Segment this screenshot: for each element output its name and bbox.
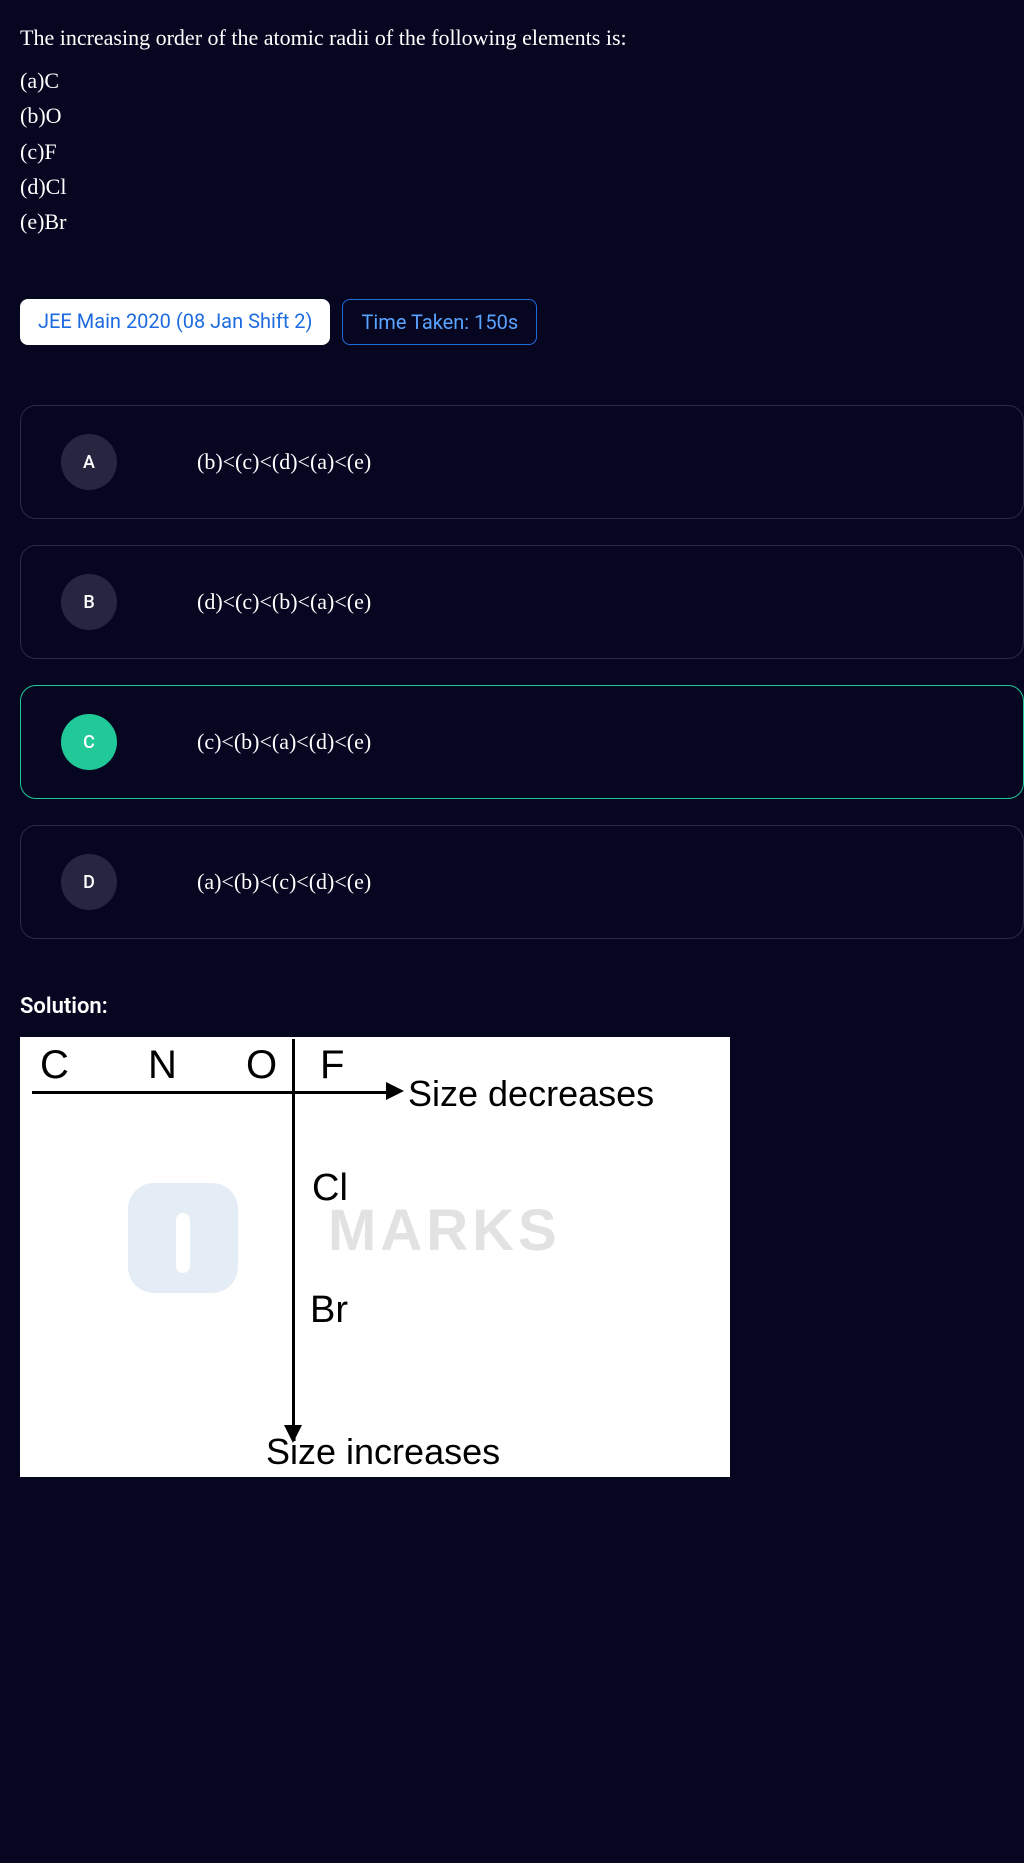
answer-option-c[interactable]: C (c)<(b)<(a)<(d)<(e)	[20, 685, 1024, 799]
option-text: (c)<(b)<(a)<(d)<(e)	[197, 729, 371, 755]
badges-row: JEE Main 2020 (08 Jan Shift 2) Time Take…	[20, 299, 1024, 345]
option-letter: D	[61, 854, 117, 910]
answer-options: A (b)<(c)<(d)<(a)<(e) B (d)<(c)<(b)<(a)<…	[20, 405, 1024, 939]
option-letter: C	[61, 714, 117, 770]
answer-option-a[interactable]: A (b)<(c)<(d)<(a)<(e)	[20, 405, 1024, 519]
size-increases-label: Size increases	[266, 1431, 500, 1473]
option-text: (d)<(c)<(b)<(a)<(e)	[197, 589, 371, 615]
periodic-element: O	[246, 1043, 277, 1088]
exam-badge: JEE Main 2020 (08 Jan Shift 2)	[20, 299, 330, 345]
size-decreases-label: Size decreases	[408, 1073, 654, 1115]
answer-option-b[interactable]: B (d)<(c)<(b)<(a)<(e)	[20, 545, 1024, 659]
question-item: (c)F	[20, 134, 1024, 169]
question-item: (b)O	[20, 98, 1024, 133]
time-taken-badge: Time Taken: 150s	[342, 299, 537, 345]
option-text: (a)<(b)<(c)<(d)<(e)	[197, 869, 371, 895]
periodic-element: C	[40, 1043, 69, 1088]
answer-option-d[interactable]: D (a)<(b)<(c)<(d)<(e)	[20, 825, 1024, 939]
periodic-element: Br	[310, 1289, 348, 1332]
question-item: (e)Br	[20, 204, 1024, 239]
option-letter: A	[61, 434, 117, 490]
solution-diagram: MARKS C N O F Size decreases Cl Br Size …	[20, 1037, 730, 1477]
question-item: (d)Cl	[20, 169, 1024, 204]
watermark-text: MARKS	[328, 1197, 561, 1264]
question-stem: The increasing order of the atomic radii…	[20, 20, 1024, 55]
question-item: (a)C	[20, 63, 1024, 98]
periodic-element: N	[148, 1043, 177, 1088]
solution-label: Solution:	[20, 994, 1024, 1019]
horizontal-axis-line	[32, 1091, 388, 1094]
option-letter: B	[61, 574, 117, 630]
watermark-logo-icon	[128, 1183, 238, 1293]
option-text: (b)<(c)<(d)<(a)<(e)	[197, 449, 371, 475]
arrow-right-icon	[386, 1082, 404, 1100]
periodic-element: Cl	[312, 1167, 348, 1210]
periodic-element: F	[320, 1043, 344, 1088]
vertical-axis-line	[292, 1039, 295, 1427]
